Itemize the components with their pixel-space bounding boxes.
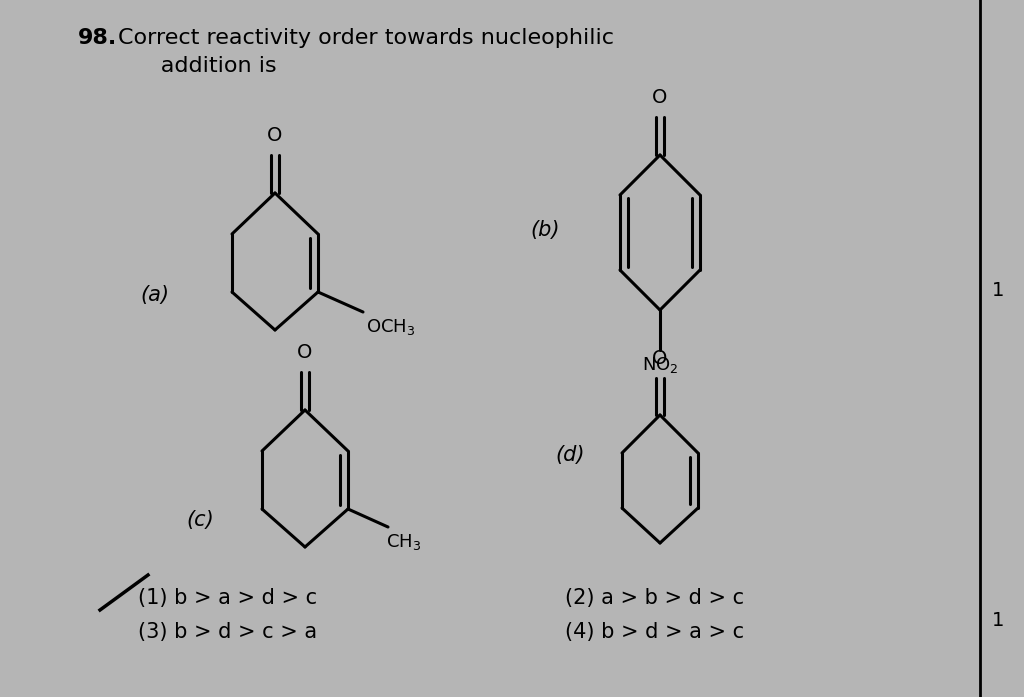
- Text: (a): (a): [140, 285, 170, 305]
- Text: 98.: 98.: [78, 28, 118, 48]
- Text: (1) b > a > d > c: (1) b > a > d > c: [138, 588, 317, 608]
- Text: 1: 1: [992, 611, 1005, 629]
- Text: 1: 1: [992, 280, 1005, 300]
- Text: (c): (c): [186, 510, 214, 530]
- Text: (d): (d): [555, 445, 585, 465]
- Text: NO$_2$: NO$_2$: [642, 355, 678, 375]
- Text: (b): (b): [530, 220, 560, 240]
- Text: (2) a > b > d > c: (2) a > b > d > c: [565, 588, 744, 608]
- Text: OCH$_3$: OCH$_3$: [366, 317, 416, 337]
- Text: O: O: [652, 349, 668, 368]
- Text: O: O: [297, 343, 312, 362]
- Text: O: O: [652, 88, 668, 107]
- Text: (4) b > d > a > c: (4) b > d > a > c: [565, 622, 744, 642]
- Text: Correct reactivity order towards nucleophilic
      addition is: Correct reactivity order towards nucleop…: [118, 28, 614, 76]
- Text: CH$_3$: CH$_3$: [386, 532, 421, 552]
- Text: (3) b > d > c > a: (3) b > d > c > a: [138, 622, 317, 642]
- Text: O: O: [267, 126, 283, 145]
